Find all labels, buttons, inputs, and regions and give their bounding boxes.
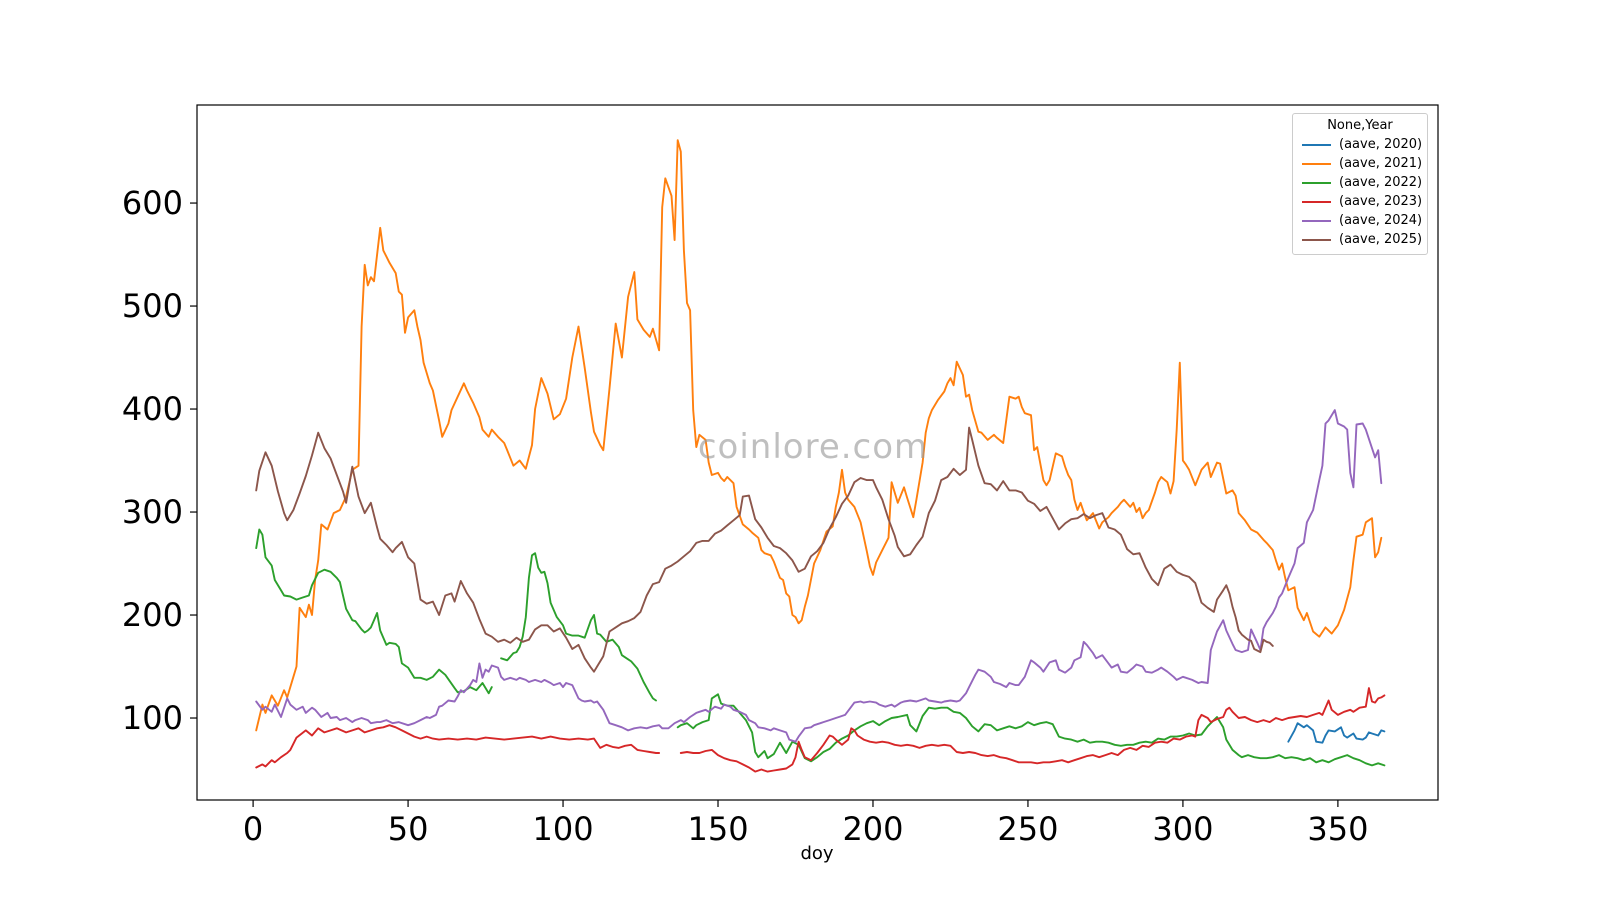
legend-entry-label: (aave, 2021) <box>1339 156 1423 171</box>
legend-entry: (aave, 2022) <box>1293 173 1427 192</box>
series-line--aave-2020- <box>1287 722 1386 744</box>
legend-line-swatch <box>1302 200 1331 203</box>
legend-line-swatch <box>1302 238 1331 241</box>
y-tick-label: 500 <box>122 287 183 325</box>
plot-frame <box>196 104 1439 801</box>
x-tick-label: 350 <box>1307 810 1368 848</box>
legend-line-swatch <box>1302 162 1331 165</box>
x-tick-label: 300 <box>1152 810 1213 848</box>
legend-entry: (aave, 2021) <box>1293 154 1427 173</box>
x-tick-label: 0 <box>243 810 263 848</box>
x-tick-label: 50 <box>388 810 429 848</box>
y-tick-label: 400 <box>122 390 183 428</box>
watermark: coinlore.com <box>697 427 929 467</box>
legend-entry-label: (aave, 2025) <box>1339 232 1423 247</box>
series-line--aave-2022- <box>500 552 657 702</box>
x-tick-label: 100 <box>533 810 594 848</box>
legend-entry: (aave, 2023) <box>1293 192 1427 211</box>
legend-entry-label: (aave, 2024) <box>1339 213 1423 228</box>
x-tick-label: 200 <box>842 810 903 848</box>
legend-entry-label: (aave, 2020) <box>1339 137 1423 152</box>
x-axis-label: doy <box>800 843 834 864</box>
y-tick-label: 100 <box>122 699 183 737</box>
series-line--aave-2023- <box>679 687 1386 773</box>
legend-entry-label: (aave, 2023) <box>1339 194 1423 209</box>
y-tick-label: 300 <box>122 493 183 531</box>
x-tick-label: 150 <box>687 810 748 848</box>
series-line--aave-2022- <box>255 528 493 695</box>
x-tick-label: 250 <box>997 810 1058 848</box>
series-line--aave-2021- <box>255 139 1383 732</box>
legend-line-swatch <box>1302 143 1331 146</box>
legend-title: None,Year <box>1327 118 1393 133</box>
series-line--aave-2022- <box>676 693 1386 767</box>
legend-entry: (aave, 2024) <box>1293 211 1427 230</box>
y-tick-label: 600 <box>122 184 183 222</box>
series-line--aave-2025- <box>255 426 1274 673</box>
legend-entry: (aave, 2020) <box>1293 135 1427 154</box>
legend-entry: (aave, 2025) <box>1293 230 1427 249</box>
legend: None,Year (aave, 2020) (aave, 2021) (aave,… <box>1292 113 1428 255</box>
y-tick-label: 200 <box>122 596 183 634</box>
legend-entry-label: (aave, 2022) <box>1339 175 1423 190</box>
series-line--aave-2024- <box>255 409 1383 743</box>
legend-line-swatch <box>1302 219 1331 222</box>
legend-line-swatch <box>1302 181 1331 184</box>
series-line--aave-2023- <box>255 724 661 769</box>
